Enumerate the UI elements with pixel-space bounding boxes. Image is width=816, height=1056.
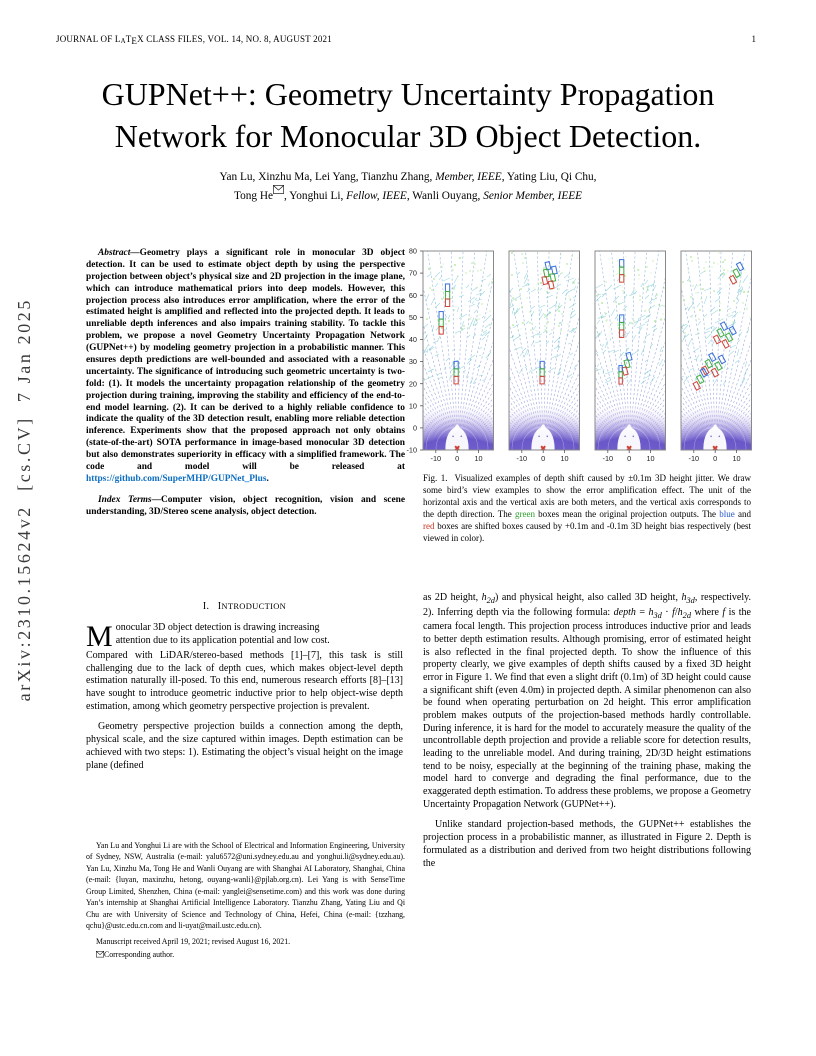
svg-text:0: 0 — [713, 454, 717, 463]
svg-text:70: 70 — [409, 269, 417, 278]
svg-text:0: 0 — [541, 454, 545, 463]
svg-text:60: 60 — [409, 291, 417, 300]
svg-text:-10: -10 — [431, 454, 442, 463]
svg-text:10: 10 — [732, 454, 740, 463]
svg-text:0: 0 — [455, 454, 459, 463]
svg-text:20: 20 — [409, 379, 417, 388]
svg-text:-10: -10 — [406, 446, 417, 455]
svg-text:80: 80 — [409, 247, 417, 256]
svg-text:10: 10 — [409, 401, 417, 410]
svg-text:10: 10 — [646, 454, 654, 463]
svg-text:-10: -10 — [603, 454, 614, 463]
svg-text:-10: -10 — [517, 454, 528, 463]
svg-text:30: 30 — [409, 357, 417, 366]
svg-text:50: 50 — [409, 313, 417, 322]
svg-text:10: 10 — [474, 454, 482, 463]
svg-text:0: 0 — [413, 424, 417, 433]
svg-text:0: 0 — [627, 454, 631, 463]
svg-text:40: 40 — [409, 335, 417, 344]
svg-text:-10: -10 — [689, 454, 700, 463]
svg-text:10: 10 — [560, 454, 568, 463]
